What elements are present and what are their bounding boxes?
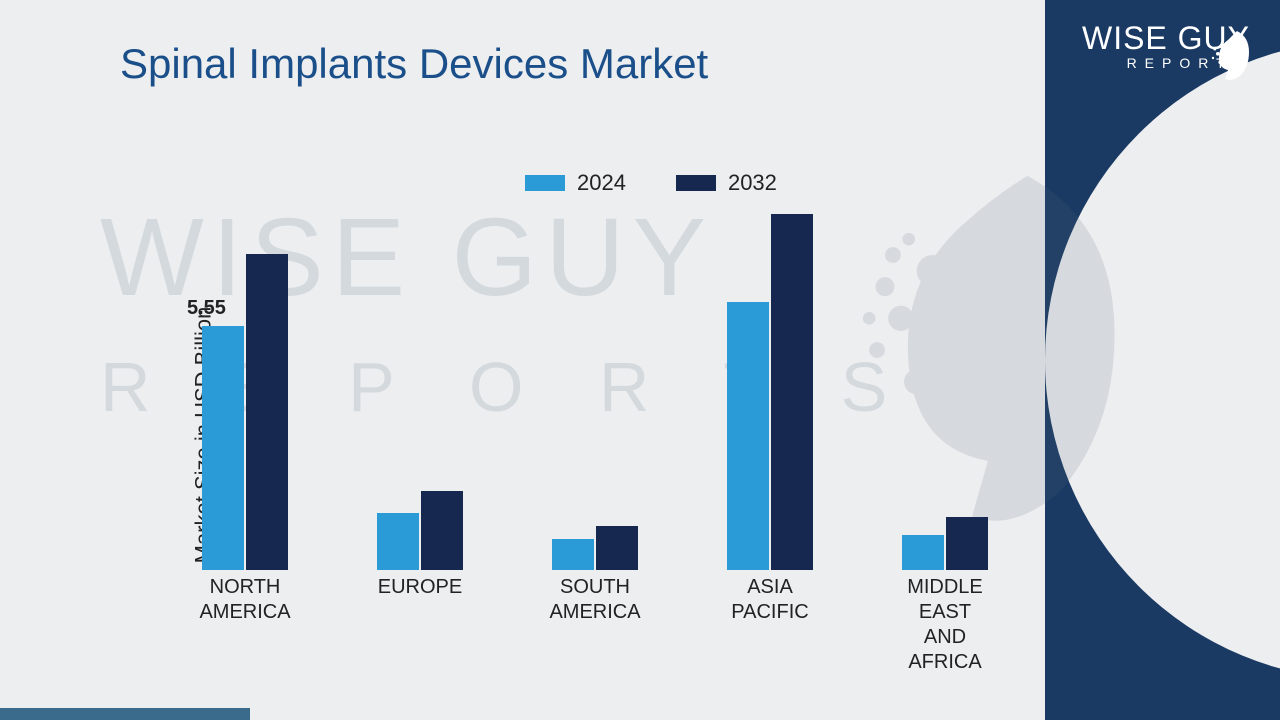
bar-2024 bbox=[552, 539, 594, 570]
legend: 2024 2032 bbox=[525, 170, 777, 196]
legend-swatch-2032 bbox=[676, 175, 716, 191]
chart-area: Market Size in USD Billion 2024 2032 5.5… bbox=[55, 170, 1015, 700]
legend-item-2024: 2024 bbox=[525, 170, 626, 196]
bar-2032 bbox=[771, 214, 813, 570]
bottom-accent-bar bbox=[0, 708, 250, 720]
bar-2032 bbox=[596, 526, 638, 570]
page: WISE GUY REPORTS Spinal Implants Devices… bbox=[0, 0, 1280, 720]
legend-label-2032: 2032 bbox=[728, 170, 777, 196]
bar-group bbox=[515, 526, 675, 570]
chart-title: Spinal Implants Devices Market bbox=[120, 40, 708, 88]
legend-item-2032: 2032 bbox=[676, 170, 777, 196]
category-label: SOUTH AMERICA bbox=[515, 575, 675, 625]
category-label: EUROPE bbox=[340, 575, 500, 600]
legend-swatch-2024 bbox=[525, 175, 565, 191]
bar-2024 bbox=[377, 513, 419, 570]
category-label: MIDDLE EAST AND AFRICA bbox=[865, 575, 1025, 675]
category-label: NORTH AMERICA bbox=[165, 575, 325, 625]
bar-group bbox=[340, 491, 500, 570]
bar-2024 bbox=[202, 326, 244, 570]
bar-value-label: 5.55 bbox=[187, 297, 226, 320]
bar-2032 bbox=[421, 491, 463, 570]
brand-logo: WISE GUY REPORTS bbox=[1082, 20, 1250, 71]
bar-group: 5.55 bbox=[165, 254, 325, 570]
bar-2024 bbox=[902, 535, 944, 570]
legend-label-2024: 2024 bbox=[577, 170, 626, 196]
bar-group bbox=[865, 517, 1025, 570]
plot-area: 5.55 bbox=[125, 210, 1015, 570]
logo-head-icon bbox=[1195, 25, 1255, 85]
bar-2024 bbox=[727, 302, 769, 570]
bar-2032 bbox=[946, 517, 988, 570]
category-labels: NORTH AMERICA EUROPE SOUTH AMERICA ASIA PAC… bbox=[125, 575, 1015, 695]
bar-2032 bbox=[246, 254, 288, 570]
bar-group bbox=[690, 214, 850, 570]
category-label: ASIA PACIFIC bbox=[690, 575, 850, 625]
